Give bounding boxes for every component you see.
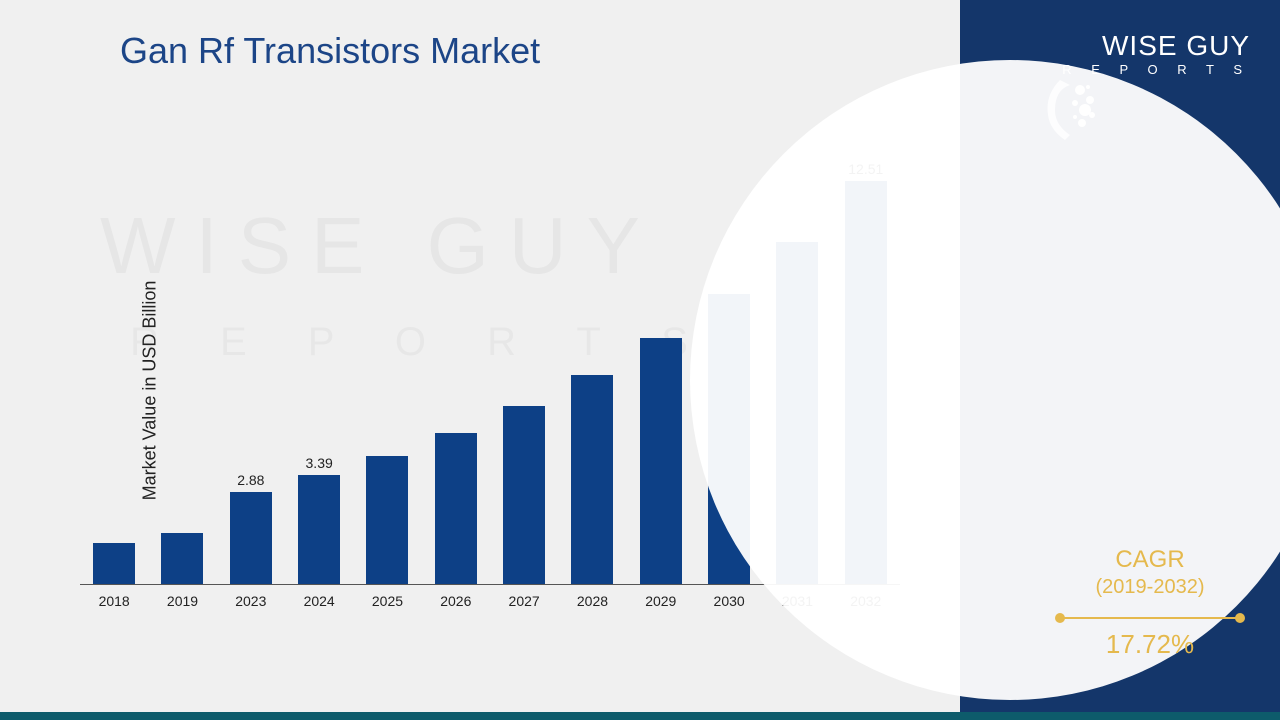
bar [230,492,272,585]
bar-x-label: 2024 [304,593,335,609]
cagr-divider [1060,617,1240,619]
bar-group: 2.882023 [217,472,285,585]
chart-title: Gan Rf Transistors Market [120,30,540,72]
bar [503,406,545,585]
bar-group: 2018 [80,543,148,585]
brand-logo: WISE GUY R E P O R T S [1062,30,1250,77]
bar-x-label: 2027 [509,593,540,609]
bar-group: 2028 [558,375,626,585]
cagr-value: 17.72% [1060,629,1240,660]
head-profile-icon [1040,75,1100,145]
bar-x-label: 2019 [167,593,198,609]
bar-group: 2026 [422,433,490,585]
bar-value-label: 2.88 [237,472,264,488]
bar-x-label: 2018 [99,593,130,609]
bar-group: 2029 [627,338,695,585]
cagr-block: CAGR (2019-2032) 17.72% [1060,546,1240,660]
bar-group: 2027 [490,406,558,585]
bar [298,475,340,585]
footer-strip [0,712,1280,720]
bar-value-label: 3.39 [306,455,333,471]
bar [366,456,408,585]
cagr-label: CAGR [1060,546,1240,574]
bar [161,533,203,585]
bar-group: 2025 [353,456,421,585]
bar-x-label: 2030 [714,593,745,609]
bar-x-label: 2026 [440,593,471,609]
brand-name: WISE GUY [1062,30,1250,62]
bar-x-label: 2023 [235,593,266,609]
bar [93,543,135,585]
bar-x-label: 2028 [577,593,608,609]
bar-group: 2019 [148,533,216,585]
bar [435,433,477,585]
bar [640,338,682,585]
bar-x-label: 2029 [645,593,676,609]
bar-group: 3.392024 [285,455,353,585]
bar [571,375,613,585]
bar-x-label: 2025 [372,593,403,609]
cagr-range: (2019-2032) [1060,576,1240,599]
